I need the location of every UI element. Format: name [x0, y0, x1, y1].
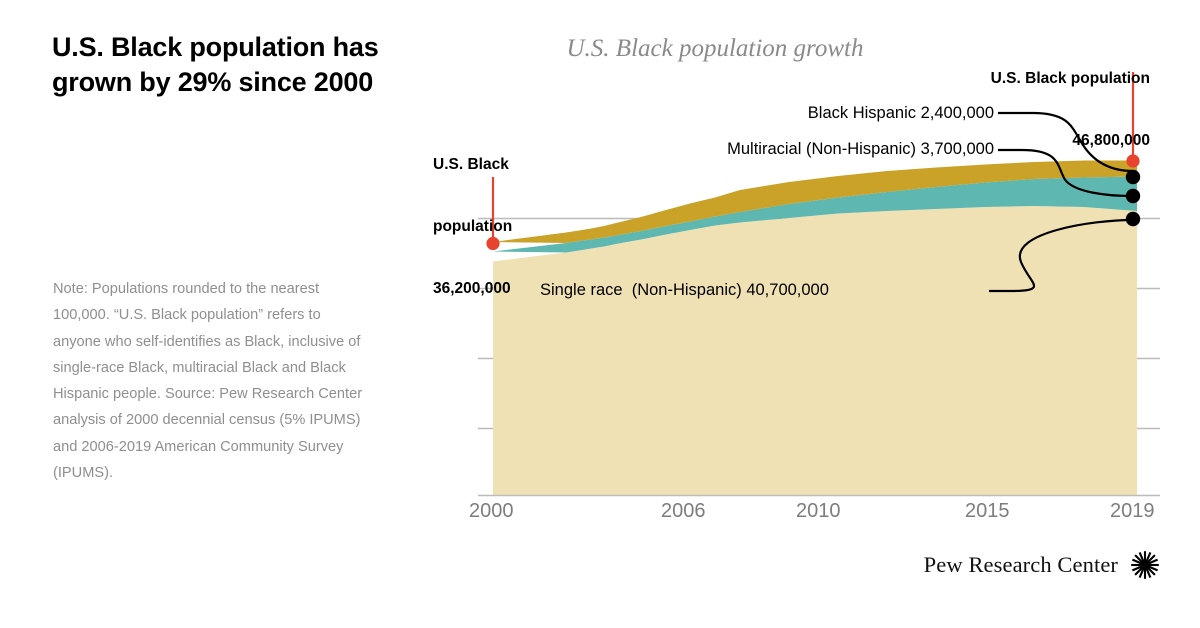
- annotation-right-line2: 46,800,000: [1072, 132, 1150, 150]
- annotation-right-line1: U.S. Black population: [990, 70, 1150, 88]
- leader-line-single-race: [989, 218, 1133, 293]
- x-tick-2015: 2015: [965, 500, 1010, 522]
- annotation-left-line1: U.S. Black: [433, 156, 509, 174]
- note-source-text: Note: Populations rounded to the nearest…: [53, 281, 363, 481]
- leader-line-black-hispanic: [998, 111, 1134, 173]
- annotation-single-race: Single race (Non-Hispanic) 40,700,000: [540, 281, 829, 299]
- chart-title: U.S. Black population growth: [566, 35, 864, 62]
- marker-dot-multiracial: [1125, 188, 1141, 204]
- annotation-right-total: U.S. Black population 46,800,000: [925, 28, 1150, 193]
- area-black-hispanic: [493, 160, 1137, 243]
- stacked-area-chart: [478, 72, 1160, 497]
- pew-research-center-logo: Pew Research Center: [875, 548, 1160, 582]
- chart-panel: U.S. Black population growth: [420, 0, 1200, 628]
- marker-2000: [486, 177, 500, 251]
- marker-dot-black-hispanic: [1125, 169, 1141, 185]
- area-multiracial: [493, 176, 1137, 253]
- x-tick-2006: 2006: [661, 500, 706, 522]
- x-tick-2000: 2000: [469, 500, 514, 522]
- starburst-icon: [1131, 551, 1159, 579]
- logo-text: Pew Research Center: [923, 552, 1118, 577]
- annotation-left-line3: 36,200,000: [433, 279, 511, 297]
- page-title: U.S. Black population has grown by 29% s…: [52, 32, 379, 97]
- x-tick-2019: 2019: [1110, 500, 1155, 522]
- annotation-black-hispanic: Black Hispanic 2,400,000: [807, 104, 994, 122]
- annotation-left-total: U.S. Black population 36,200,000: [433, 114, 565, 341]
- leader-lines: [989, 111, 1134, 293]
- leader-line-multiracial: [998, 148, 1133, 198]
- annotation-left-line2: population: [433, 218, 513, 236]
- area-single-race: [493, 206, 1137, 495]
- marker-dot-single-race: [1125, 211, 1141, 227]
- marker-2019: [1126, 72, 1140, 168]
- annotation-multiracial: Multiracial (Non-Hispanic) 3,700,000: [727, 140, 994, 158]
- x-tick-2010: 2010: [796, 500, 841, 522]
